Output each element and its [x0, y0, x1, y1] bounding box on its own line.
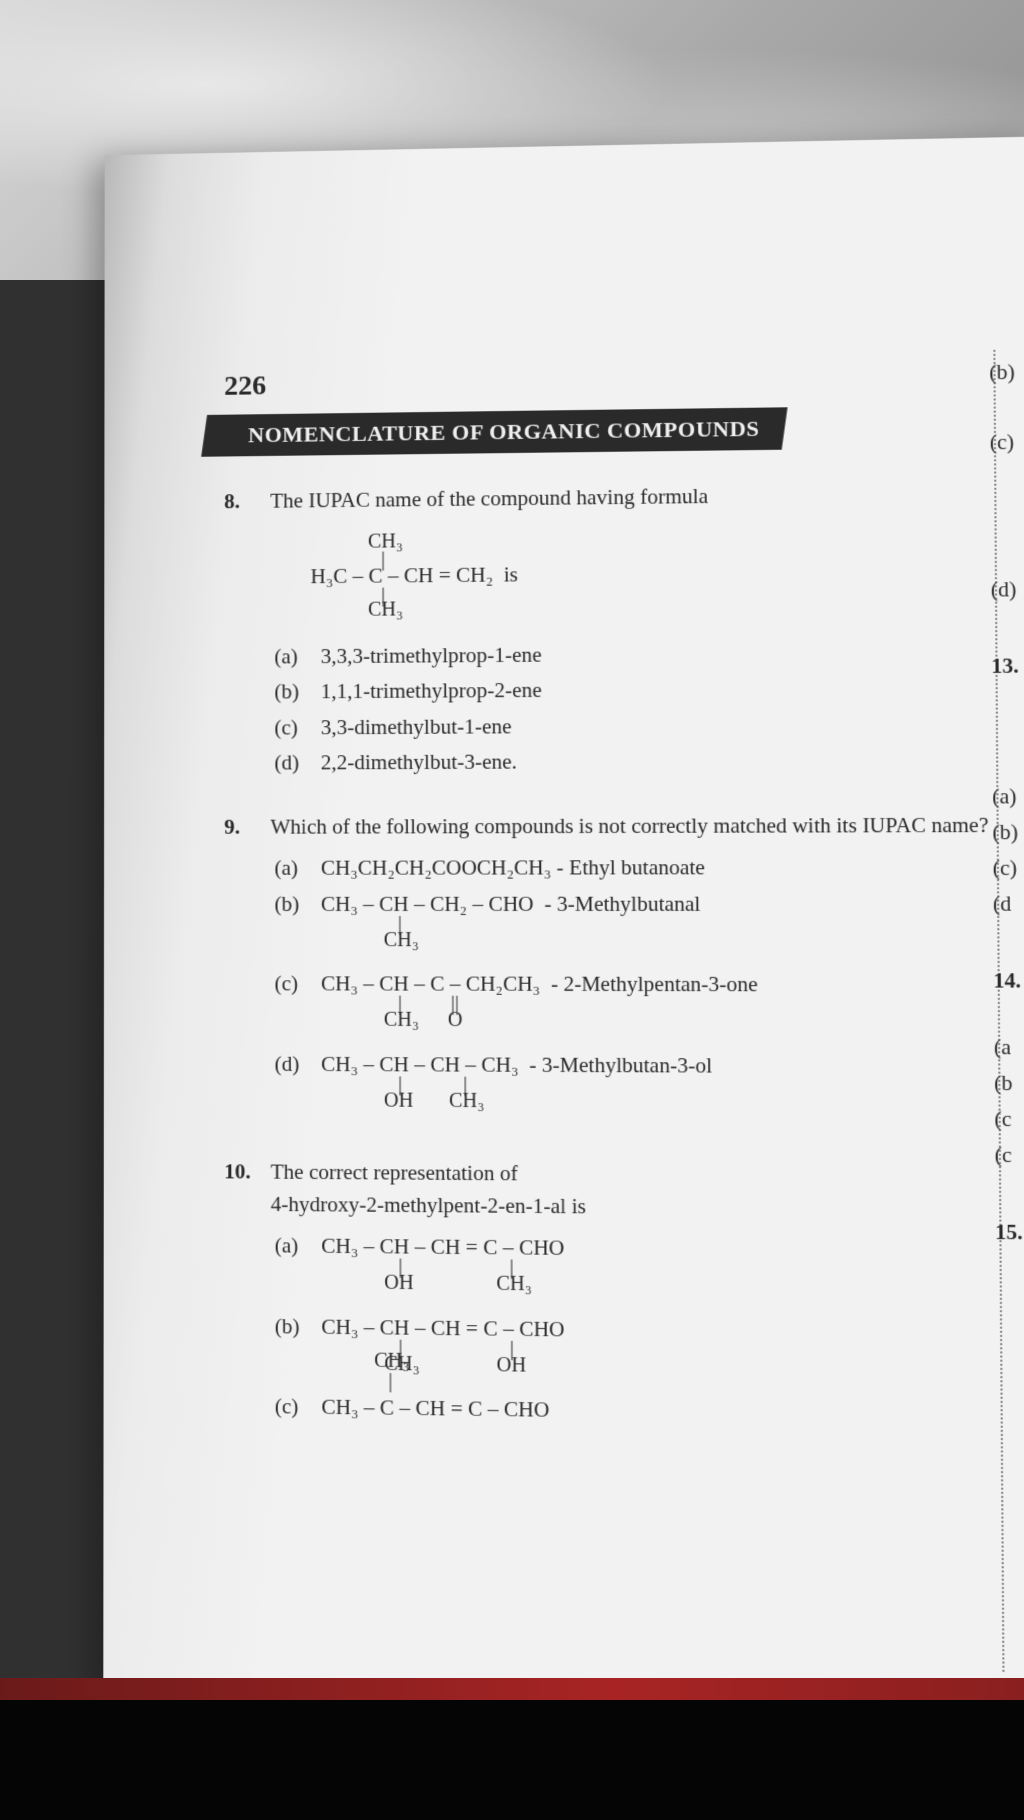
q10-options: (a) CH₃ – CH – CH = C – CHO | OH | CH₃ (…: [271, 1230, 1024, 1433]
q10-number: 10.: [224, 1156, 256, 1426]
right-opt-a: (a): [992, 784, 1024, 810]
right-opt-b3: (b: [994, 1071, 1024, 1097]
section-banner: NOMENCLATURE OF ORGANIC COMPOUNDS: [201, 407, 787, 456]
right-q14: 14.Th: [993, 968, 1024, 994]
q9-options: (a) CH₃CH₂CH₂COOCH₂CH₃ - Ethyl butanoate…: [270, 851, 1024, 1083]
q10-option-c: CH₃ | CH₃ – C – CH = C – CHO: [321, 1392, 1024, 1433]
q8-number: 8.: [224, 486, 256, 783]
right-q15: 15.T: [995, 1220, 1024, 1246]
right-opt-c2: (c): [993, 855, 1024, 881]
q9-number: 9.: [224, 811, 256, 1128]
book-page: 226 NOMENCLATURE OF ORGANIC COMPOUNDS 8.…: [103, 137, 1024, 1715]
right-opt-d: (d): [991, 577, 1024, 603]
q10-option-b: CH₃ – CH – CH = C – CHO | CH₃ | OH: [321, 1311, 1024, 1351]
q8-stem: The IUPAC name of the compound having fo…: [270, 477, 1021, 517]
q10-stem-line2: 4-hydroxy-2-methylpent-2-en-1-al is: [271, 1188, 1024, 1226]
q8-option-c: 3,3-dimethylbut-1-ene: [321, 711, 512, 744]
page-number: 226: [224, 360, 1021, 403]
q8-formula: CH₃ | H₃C – C – CH = CH₂ is | CH₃: [310, 529, 518, 617]
q9-option-c: CH₃ – CH – C – CH₂CH₃ | CH₃ || O - 2-Met…: [321, 968, 1024, 1001]
question-9: 9. Which of the following compounds is n…: [224, 809, 1024, 1132]
q8-option-d: 2,2-dimethylbut-3-ene.: [321, 746, 517, 778]
option-label-a: (a): [275, 1230, 311, 1262]
question-10: 10. The correct representation of 4-hydr…: [224, 1156, 1024, 1437]
right-opt-c4: (c: [995, 1142, 1024, 1168]
option-label-c: (c): [275, 968, 311, 1000]
option-label-a: (a): [274, 853, 310, 885]
question-8: 8. The IUPAC name of the compound having…: [224, 477, 1023, 783]
option-label-b: (b): [274, 676, 310, 708]
option-label-b: (b): [275, 1310, 311, 1342]
right-q13: 13.Co: [991, 653, 1024, 679]
option-label-d: (d): [275, 1048, 311, 1080]
q10-stem-line1: The correct representation of: [271, 1156, 1024, 1193]
right-column-cutoff: (b) (c) (d) 13.Co CH (a) (b) (c) (d 14.T…: [989, 359, 1024, 1246]
right-opt-c3: (c: [994, 1107, 1024, 1133]
right-opt-d2: (d: [993, 891, 1024, 917]
right-opt-b: (b): [989, 359, 1024, 386]
q9-stem: Which of the following compounds is not …: [270, 809, 1023, 843]
red-strip: [0, 1678, 1024, 1700]
q8-options: (a) 3,3,3-trimethylprop-1-ene (b) 1,1,1-tr…: [270, 636, 1023, 780]
q8-option-b: 1,1,1-trimethylprop-2-ene: [321, 675, 542, 708]
right-opt-b2: (b): [992, 820, 1024, 846]
option-label-c: (c): [275, 1391, 311, 1423]
right-opt-c: (c): [990, 429, 1024, 455]
q8-option-a: 3,3,3-trimethylprop-1-ene: [321, 639, 542, 672]
option-label-d: (d): [274, 747, 310, 779]
q10-option-a: CH₃ – CH – CH = C – CHO | OH | CH₃: [321, 1231, 1024, 1269]
dark-bottom: [0, 1700, 1024, 1820]
option-label-c: (c): [274, 712, 310, 744]
option-label-a: (a): [274, 641, 310, 673]
q9-option-d: CH₃ – CH – CH – CH₃ | OH | CH₃ - 3-Methy…: [321, 1048, 1024, 1083]
q9-option-a: CH₃CH₂CH₂COOCH₂CH₃ - Ethyl butanoate: [321, 851, 1024, 884]
q9-option-b: CH₃ – CH – CH₂ – CHO | CH₃ - 3-Methylbut…: [321, 888, 1024, 920]
option-label-b: (b): [275, 888, 311, 920]
right-opt-a2: (a: [994, 1035, 1024, 1061]
